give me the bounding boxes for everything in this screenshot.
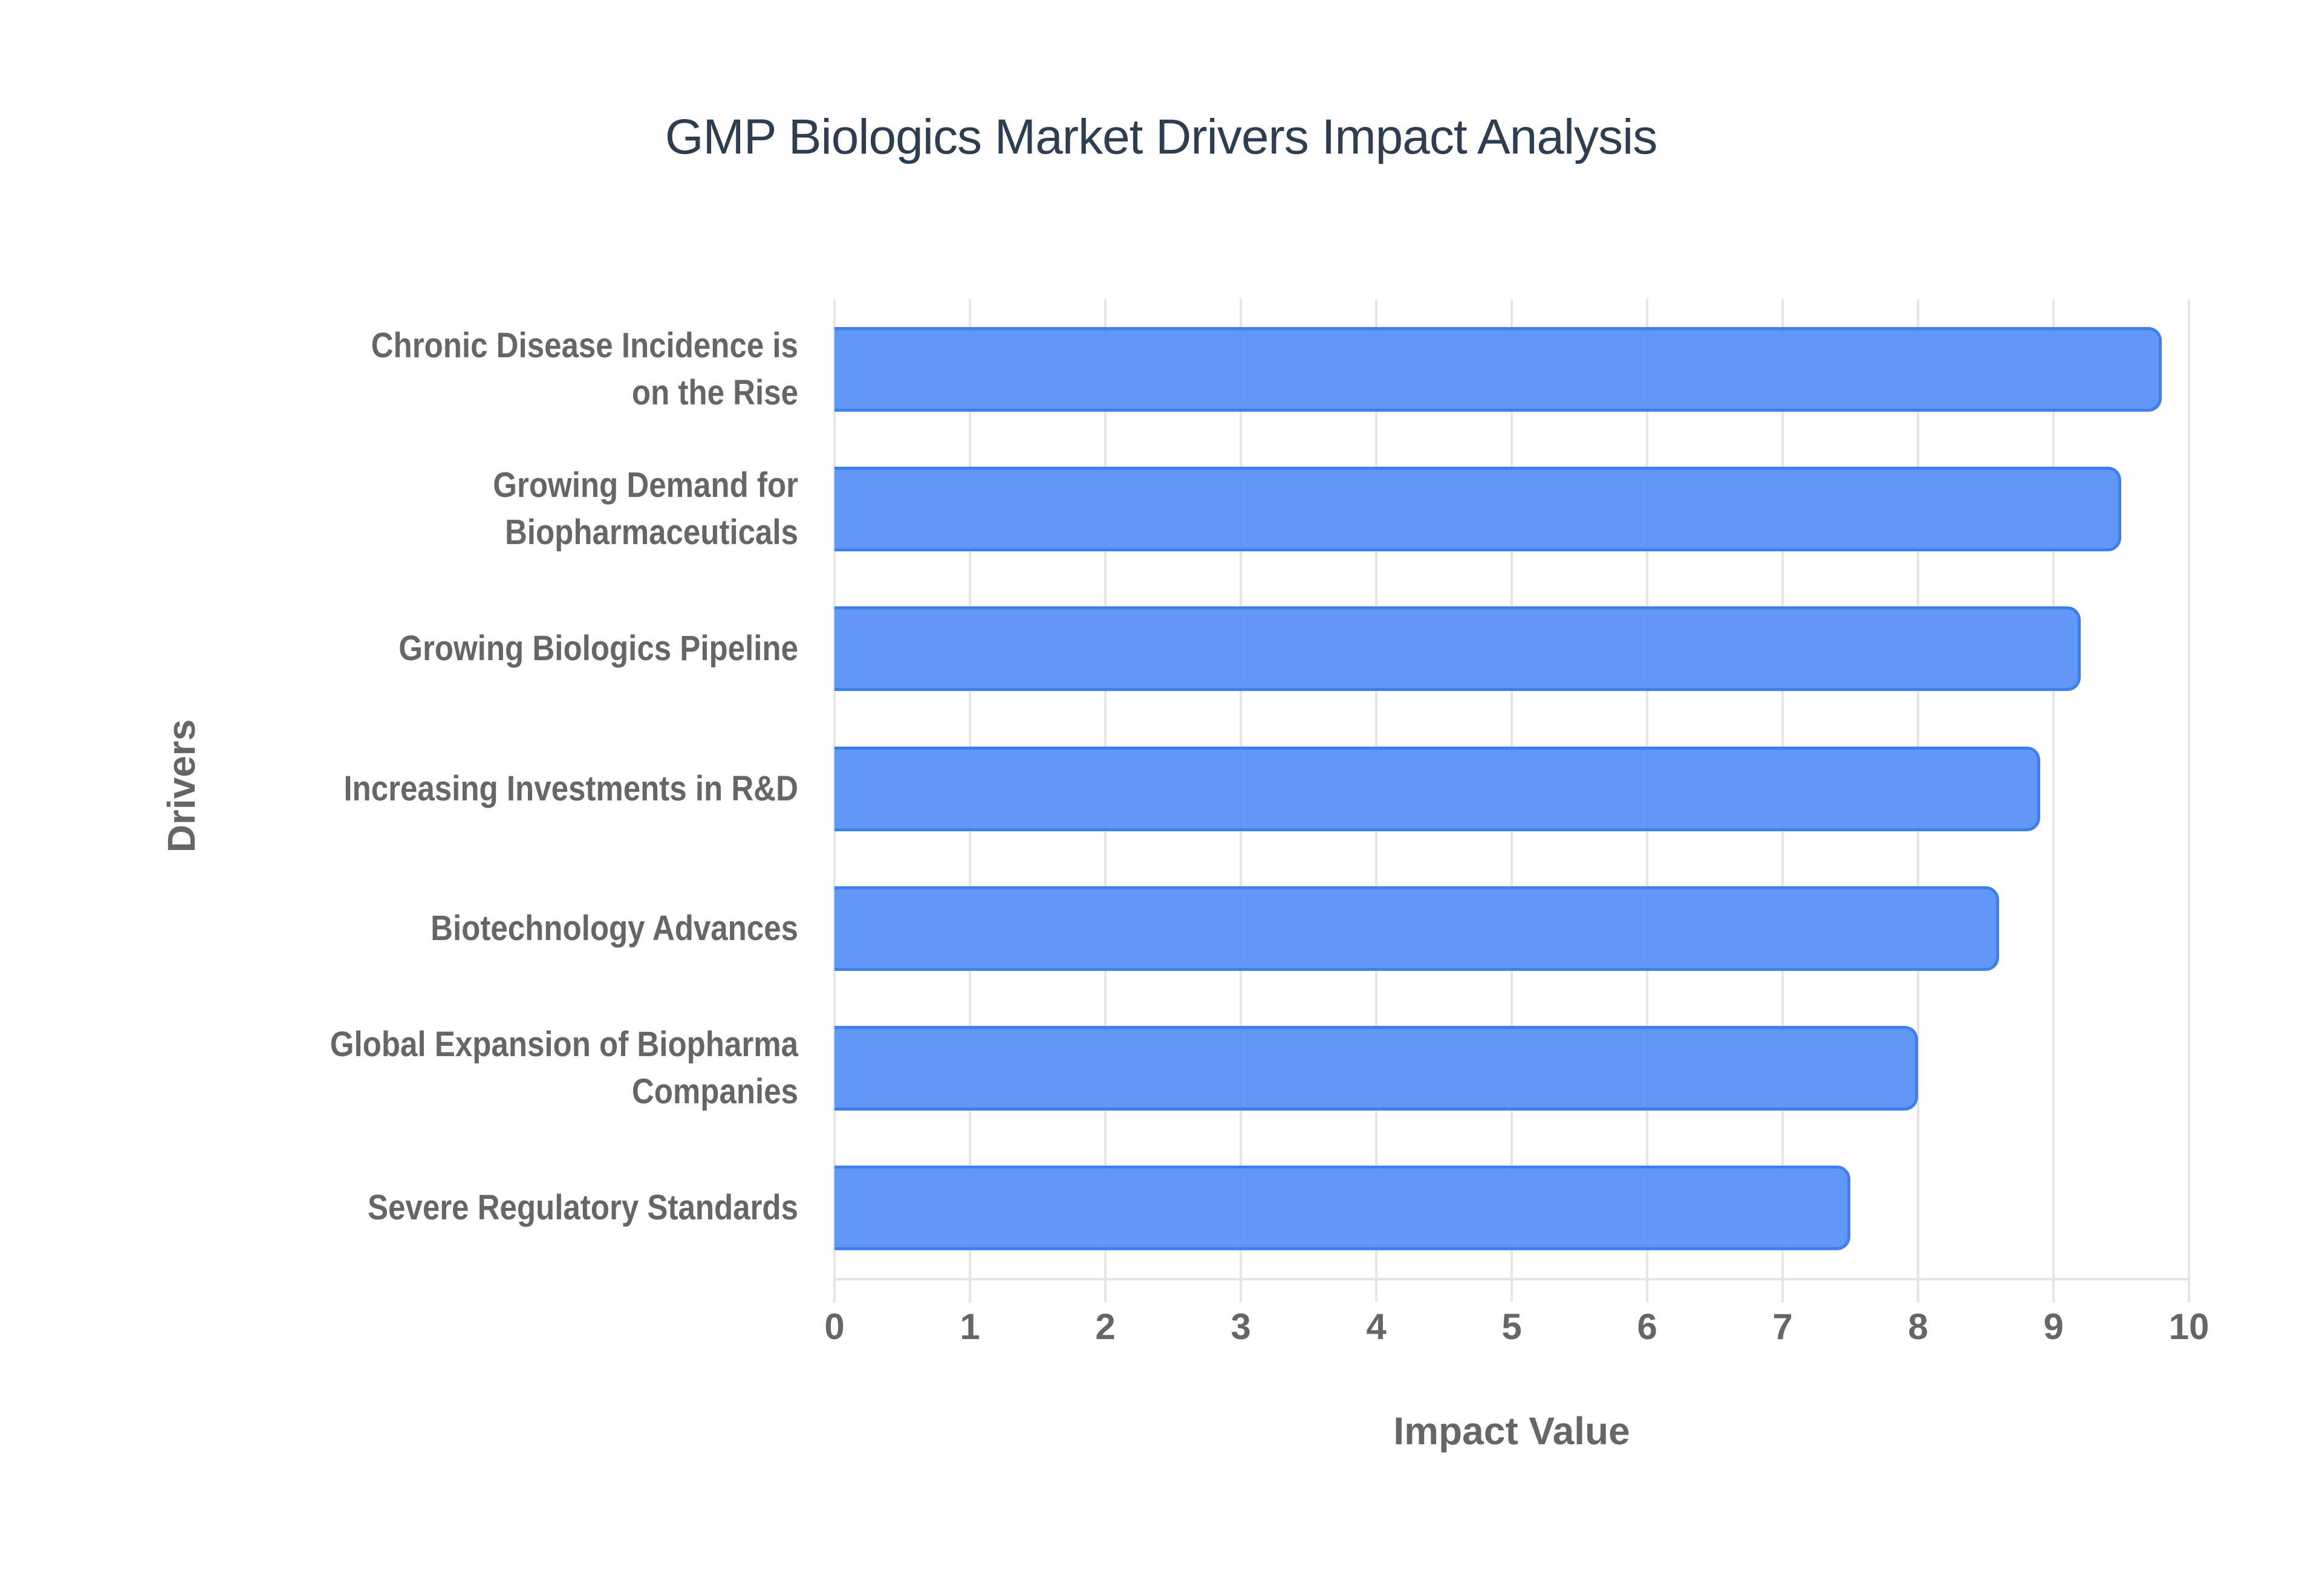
bar[interactable] [834, 326, 2162, 412]
bar[interactable] [834, 1026, 1918, 1111]
bar[interactable] [834, 606, 2081, 692]
x-tick-label: 1 [960, 1306, 980, 1347]
y-axis-title: Drivers [160, 719, 203, 853]
bar[interactable] [834, 886, 2000, 971]
category-label: Chronic Disease Incidence is on the Rise [371, 325, 798, 412]
plot-area [833, 299, 2190, 1302]
category-label: Growing Biologics Pipeline [398, 629, 798, 669]
x-tick-label: 2 [1095, 1306, 1116, 1347]
x-tick-label: 8 [1908, 1306, 1928, 1347]
x-tick-label: 4 [1366, 1306, 1387, 1347]
category-label: Severe Regulatory Standards [367, 1188, 798, 1228]
x-axis-line [834, 1278, 2189, 1280]
category-label: Increasing Investments in R&D [343, 768, 798, 808]
chart-title: GMP Biologics Market Drivers Impact Anal… [665, 109, 1658, 164]
x-tick-label: 3 [1231, 1306, 1251, 1347]
x-tick-label: 9 [2043, 1306, 2064, 1347]
bar[interactable] [834, 466, 2121, 551]
bar[interactable] [834, 1166, 1850, 1251]
x-tick-label: 7 [1772, 1306, 1793, 1347]
x-tick-label: 0 [824, 1306, 845, 1347]
category-label: Growing Demand for Biopharmaceuticals [493, 465, 798, 552]
x-tick-label: 10 [2168, 1306, 2210, 1347]
x-tick-label: 6 [1637, 1306, 1657, 1347]
gridline [2052, 299, 2055, 1302]
category-label: Global Expansion of Biopharma Companies [330, 1025, 798, 1112]
bar[interactable] [834, 746, 2040, 831]
x-axis-title: Impact Value [1393, 1409, 1630, 1453]
x-tick-label: 5 [1501, 1306, 1522, 1347]
gridline [2188, 299, 2190, 1302]
category-label: Biotechnology Advances [431, 908, 798, 948]
